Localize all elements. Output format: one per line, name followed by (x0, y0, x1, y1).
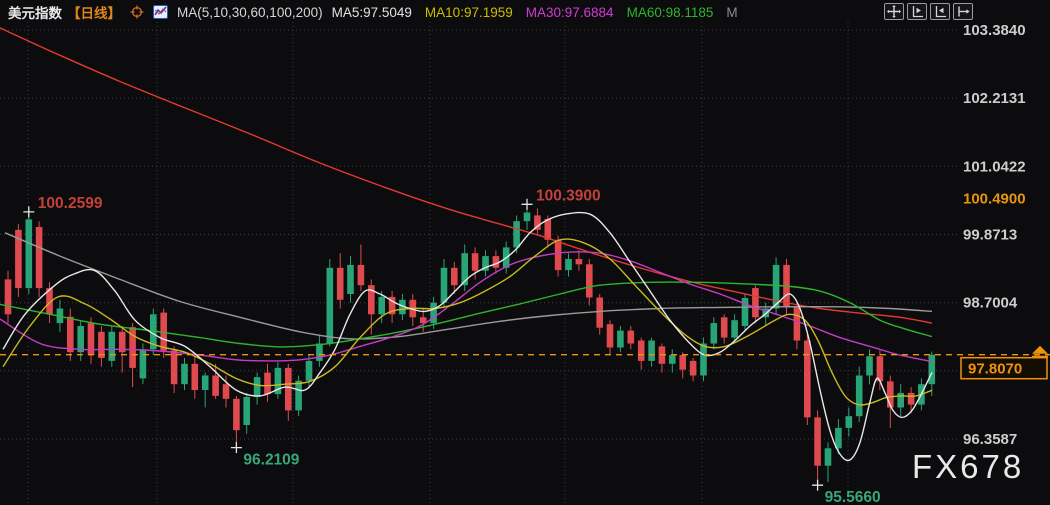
ma-legend-item: MA10:97.1959 (424, 4, 513, 20)
extreme-cross-marker (230, 442, 242, 454)
extreme-cross-marker (521, 198, 533, 210)
axis-label: 100.4900 (963, 191, 1026, 208)
ma-legend-item: M (726, 4, 738, 20)
chart-toolbar (884, 3, 973, 20)
low-price-label: 96.2109 (243, 452, 299, 469)
scale-left-icon[interactable] (907, 3, 927, 20)
extreme-cross-marker (23, 206, 35, 218)
axis-label: 103.3840 (963, 22, 1026, 39)
axis-label: 99.8713 (963, 227, 1017, 244)
axis-label: 101.0422 (963, 158, 1026, 175)
ma60-line (0, 281, 933, 348)
axis-label: 102.2131 (963, 90, 1026, 107)
ma10-line (2, 238, 933, 406)
ma100-line (4, 232, 933, 340)
current-price-badge: 97.8070 (960, 345, 1048, 380)
price-arrow-icon (1032, 345, 1048, 354)
ma-legend: MA5:97.5049 MA10:97.1959 MA30:97.6884 MA60:… (332, 5, 738, 20)
svg-text:97.8070: 97.8070 (968, 361, 1022, 378)
ma-legend-item: MA60:98.1185 (626, 4, 714, 20)
low-price-label: 95.5660 (825, 489, 881, 505)
ma-legend-item: MA5:97.5049 (331, 4, 412, 20)
mini-chart-icon[interactable] (153, 5, 168, 19)
ma-legend-item: MA30:97.6884 (525, 4, 614, 20)
high-price-label: 100.2599 (38, 195, 103, 212)
ma5-line (2, 211, 933, 462)
crosshair-icon[interactable] (130, 5, 144, 19)
high-price-label: 100.3900 (536, 187, 601, 204)
period-label[interactable]: 【日线】 (67, 6, 121, 21)
scale-right-icon[interactable] (930, 3, 950, 20)
ma-group-label: MA(5,10,30,60,100,200) (177, 4, 323, 20)
axis-label: 98.7004 (963, 295, 1018, 312)
extreme-cross-marker (812, 479, 824, 491)
axis-label: 96.3587 (963, 431, 1017, 448)
symbol-name: 美元指数 (8, 6, 62, 21)
watermark: FX678 (912, 448, 1025, 485)
pan-icon[interactable] (884, 3, 904, 20)
chart-header: 美元指数 【日线】 MA(5,10,30,60,100,200) MA5:97.… (0, 0, 886, 24)
move-right-icon[interactable] (953, 3, 973, 20)
